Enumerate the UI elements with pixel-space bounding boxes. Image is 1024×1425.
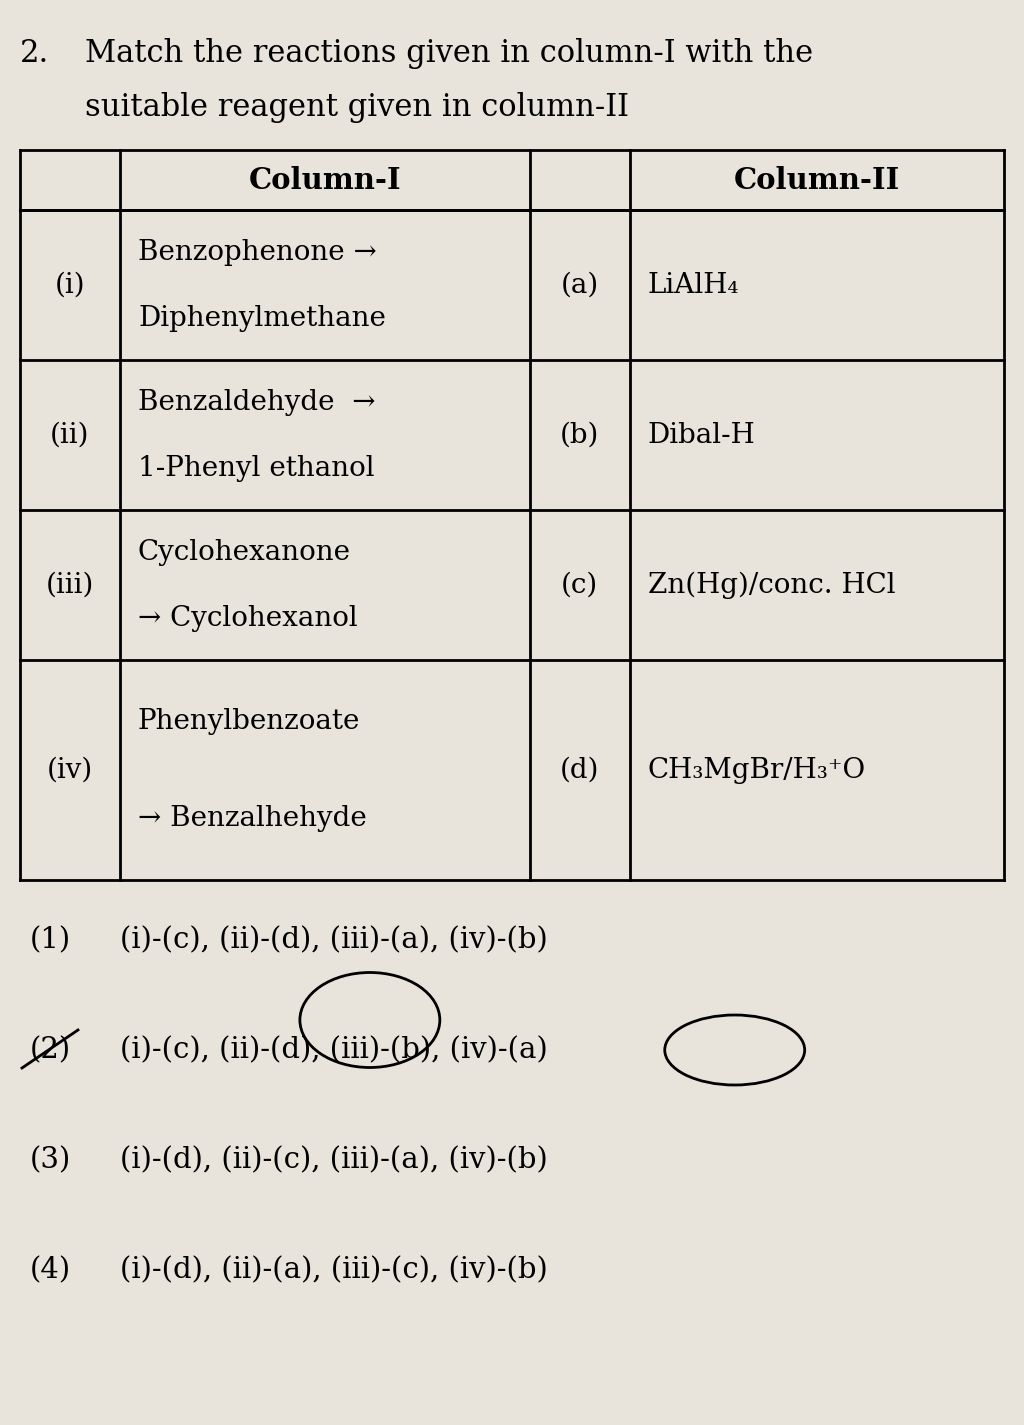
Text: (d): (d) — [560, 757, 599, 784]
Text: CH₃MgBr/H₃⁺O: CH₃MgBr/H₃⁺O — [648, 757, 866, 784]
Text: → Benzalhehyde: → Benzalhehyde — [138, 805, 367, 832]
Text: (c): (c) — [561, 571, 598, 598]
Text: (3): (3) — [30, 1146, 72, 1174]
Text: (iii): (iii) — [46, 571, 94, 598]
Text: (2): (2) — [30, 1036, 71, 1064]
Text: (i): (i) — [54, 272, 85, 298]
Text: Diphenylmethane: Diphenylmethane — [138, 305, 386, 332]
Text: (1): (1) — [30, 926, 71, 953]
Text: (a): (a) — [561, 272, 599, 298]
Text: Column-II: Column-II — [733, 165, 900, 194]
Text: Column-I: Column-I — [249, 165, 401, 194]
Text: Dibal-H: Dibal-H — [648, 422, 756, 449]
Text: Benzaldehyde  →: Benzaldehyde → — [138, 389, 376, 416]
Text: (iv): (iv) — [47, 757, 93, 784]
Text: LiAlH₄: LiAlH₄ — [648, 272, 739, 298]
Text: Phenylbenzoate: Phenylbenzoate — [138, 708, 360, 735]
Text: Cyclohexanone: Cyclohexanone — [138, 539, 351, 566]
Text: Benzophenone →: Benzophenone → — [138, 238, 377, 265]
Text: Zn(Hg)/conc. HCl: Zn(Hg)/conc. HCl — [648, 571, 895, 598]
Text: suitable reagent given in column-II: suitable reagent given in column-II — [85, 93, 629, 123]
Text: (i)-(c), (ii)-(d), (iii)-(b), (iv)-(a): (i)-(c), (ii)-(d), (iii)-(b), (iv)-(a) — [120, 1036, 548, 1064]
Text: → Cyclohexanol: → Cyclohexanol — [138, 604, 357, 631]
Text: (i)-(c), (ii)-(d), (iii)-(a), (iv)-(b): (i)-(c), (ii)-(d), (iii)-(a), (iv)-(b) — [120, 926, 548, 953]
Text: 1-Phenyl ethanol: 1-Phenyl ethanol — [138, 455, 375, 482]
Text: (b): (b) — [560, 422, 599, 449]
Text: 2.: 2. — [20, 38, 49, 68]
Text: (ii): (ii) — [50, 422, 90, 449]
Text: Match the reactions given in column-I with the: Match the reactions given in column-I wi… — [85, 38, 813, 68]
Text: (i)-(d), (ii)-(c), (iii)-(a), (iv)-(b): (i)-(d), (ii)-(c), (iii)-(a), (iv)-(b) — [120, 1146, 548, 1174]
Text: (i)-(d), (ii)-(a), (iii)-(c), (iv)-(b): (i)-(d), (ii)-(a), (iii)-(c), (iv)-(b) — [120, 1255, 548, 1284]
Text: (4): (4) — [30, 1255, 71, 1284]
